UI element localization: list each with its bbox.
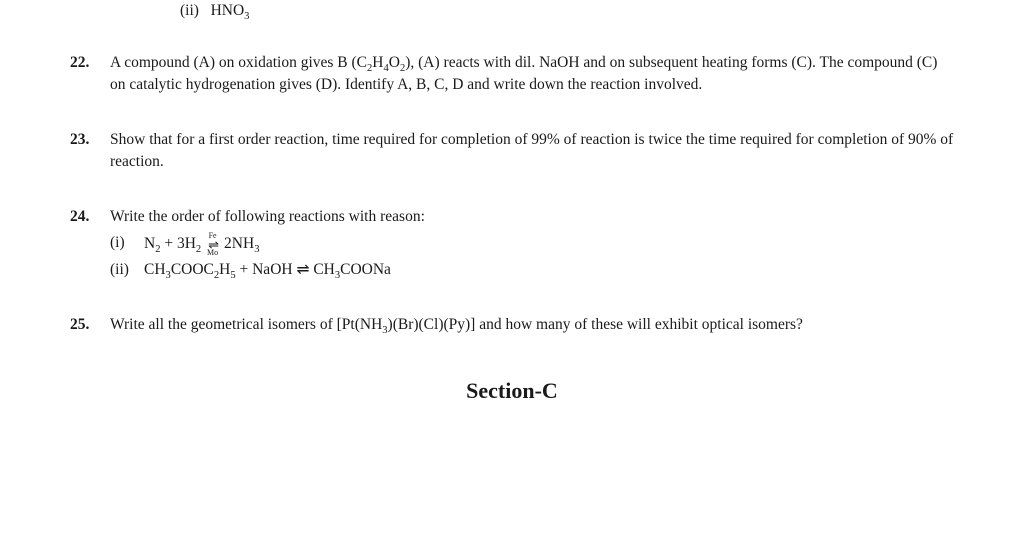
question-body: Write the order of following reactions w…	[110, 206, 954, 282]
equilibrium-arrow-icon: Fe ⇌ Mo	[207, 232, 218, 257]
question-body: Show that for a first order reaction, ti…	[110, 129, 954, 174]
sub-item-ii: (ii) CH3COOC2H5 + NaOH ⇌ CH3COONa	[110, 259, 954, 281]
sub-list: (i) N2 + 3H2 Fe ⇌ Mo 2NH3 (ii) CH3C	[110, 232, 954, 281]
reaction-formula: CH3COOC2H5 + NaOH ⇌ CH3COONa	[144, 259, 391, 281]
question-number: 23.	[70, 129, 110, 174]
sub-item-i: (i) N2 + 3H2 Fe ⇌ Mo 2NH3	[110, 232, 954, 257]
sub-number: (ii)	[110, 259, 144, 281]
sub-label: (ii)	[180, 2, 199, 19]
question-number: 24.	[70, 206, 110, 282]
sub-number: (i)	[110, 232, 144, 257]
previous-sub-item: (ii) HNO3	[180, 2, 954, 20]
question-23: 23. Show that for a first order reaction…	[70, 129, 954, 174]
question-lead: Write the order of following reactions w…	[110, 208, 425, 225]
question-number: 22.	[70, 52, 110, 97]
question-22: 22. A compound (A) on oxidation gives B …	[70, 52, 954, 97]
question-24: 24. Write the order of following reactio…	[70, 206, 954, 282]
exam-page: (ii) HNO3 22. A compound (A) on oxidatio…	[0, 2, 1024, 404]
reaction-formula: N2 + 3H2 Fe ⇌ Mo 2NH3	[144, 232, 259, 257]
question-text: Write all the geometrical isomers of [Pt…	[110, 316, 803, 333]
question-number: 25.	[70, 314, 110, 336]
question-text: A compound (A) on oxidation gives B (C2H…	[110, 54, 937, 93]
question-body: A compound (A) on oxidation gives B (C2H…	[110, 52, 954, 97]
section-heading: Section-C	[70, 378, 954, 404]
equilibrium-arrow-icon: ⇌	[296, 261, 309, 278]
formula: HNO3	[211, 2, 250, 19]
question-body: Write all the geometrical isomers of [Pt…	[110, 314, 954, 336]
question-25: 25. Write all the geometrical isomers of…	[70, 314, 954, 336]
